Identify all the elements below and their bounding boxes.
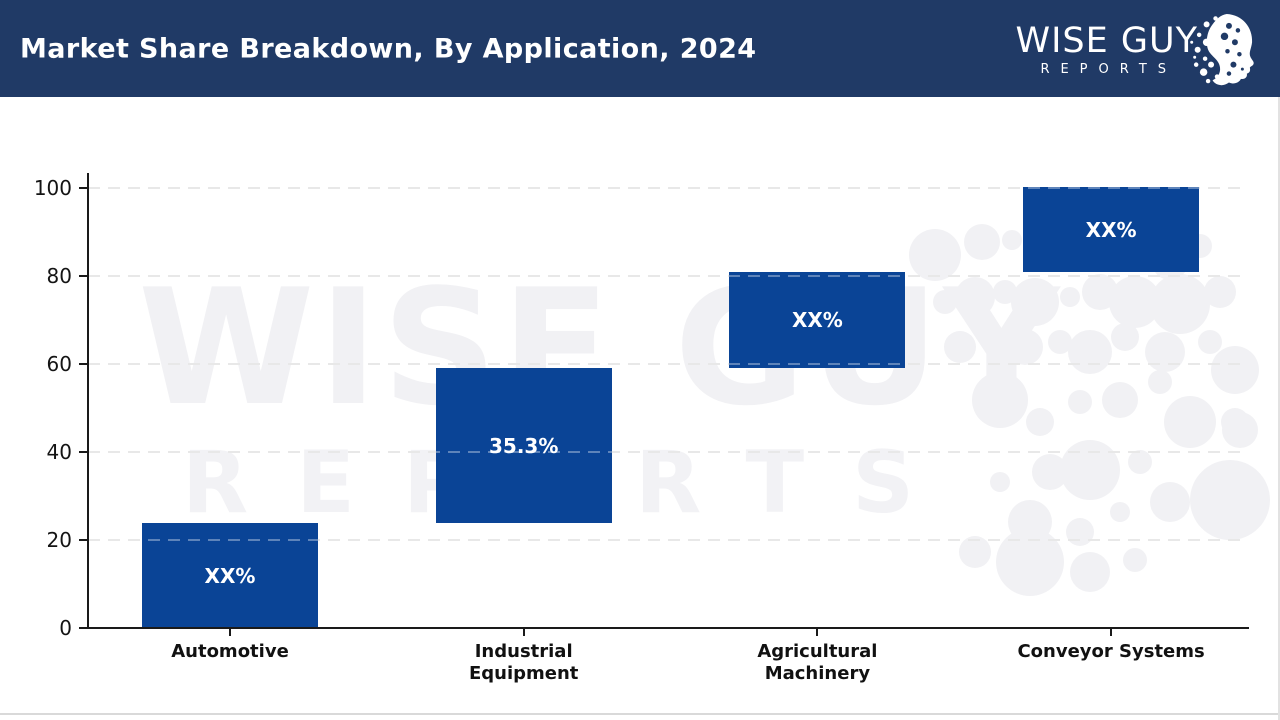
x-axis-label-line: Machinery: [764, 663, 871, 684]
y-tick-mark: [79, 538, 87, 541]
logo-wordmark: WISE GUY: [1015, 20, 1198, 61]
header: Market Share Breakdown, By Application, …: [0, 0, 1280, 97]
gridline-overlay: [88, 450, 1246, 453]
x-axis-label: Industrial Equipment: [394, 641, 654, 685]
gridline: [88, 450, 1246, 453]
y-axis-spine: [87, 173, 89, 629]
y-tick-mark: [79, 627, 87, 629]
bar-automotive: [142, 523, 318, 628]
x-axis-label-line: Agricultural: [757, 641, 878, 662]
bar-conveyor-systems: [1023, 187, 1200, 273]
x-axis-label: Agricultural Machinery: [687, 641, 947, 685]
bar-value-label: XX%: [1085, 217, 1137, 242]
bar-value-label: XX%: [204, 563, 256, 588]
x-axis-label-line: Conveyor Systems: [1017, 641, 1205, 662]
x-axis-label-line: Equipment: [468, 663, 579, 684]
x-tick-mark: [522, 628, 525, 636]
gridline: [88, 186, 1246, 189]
bar-agricultural-machinery: [729, 272, 906, 368]
gridline-overlay: [88, 538, 1246, 541]
y-tick-mark: [79, 362, 87, 365]
y-tick-mark: [79, 274, 87, 277]
bar-value-label: XX%: [791, 307, 843, 332]
footer-divider: [0, 713, 1280, 715]
logo-text: WISE GUY REPORTS: [1015, 22, 1198, 77]
x-tick-mark: [1110, 628, 1113, 636]
y-tick-label: 80: [46, 263, 72, 288]
x-axis-spine: [85, 627, 1249, 629]
gridline: [88, 274, 1246, 277]
gridline: [88, 362, 1246, 365]
x-axis-label: Conveyor Systems: [981, 641, 1241, 663]
gridline-overlay: [88, 274, 1246, 277]
gridline-overlay: [88, 362, 1246, 365]
gridline: [88, 538, 1246, 541]
x-tick-mark: [816, 628, 819, 636]
x-tick-mark: [229, 628, 231, 636]
x-axis-label-line: Industrial: [474, 641, 573, 662]
wise-guy-logo: WISE GUY REPORTS: [1015, 8, 1262, 90]
plot-area: 0 20 40 60 80 100 XX% 35.3% XX% XX% Automotive Indu…: [34, 173, 1249, 684]
y-tick-label: 0: [59, 616, 72, 640]
y-tick-mark: [79, 450, 87, 453]
x-axis-label-line: Automotive: [171, 641, 289, 662]
right-border: [1278, 97, 1280, 720]
bar-industrial-equipment: [435, 367, 612, 524]
head-profile-icon: [1190, 13, 1254, 86]
y-tick-label: 100: [33, 175, 72, 200]
y-tick-label: 20: [46, 527, 72, 552]
y-tick-label: 40: [46, 439, 72, 464]
y-tick-mark: [79, 186, 87, 189]
logo-subtitle: REPORTS: [1040, 61, 1178, 77]
bar-value-label: 35.3%: [488, 433, 559, 458]
page-title: Market Share Breakdown, By Application, …: [20, 33, 757, 64]
y-tick-label: 60: [46, 351, 72, 376]
gridline-overlay: [88, 186, 1246, 189]
x-axis-label: Automotive: [100, 641, 360, 663]
